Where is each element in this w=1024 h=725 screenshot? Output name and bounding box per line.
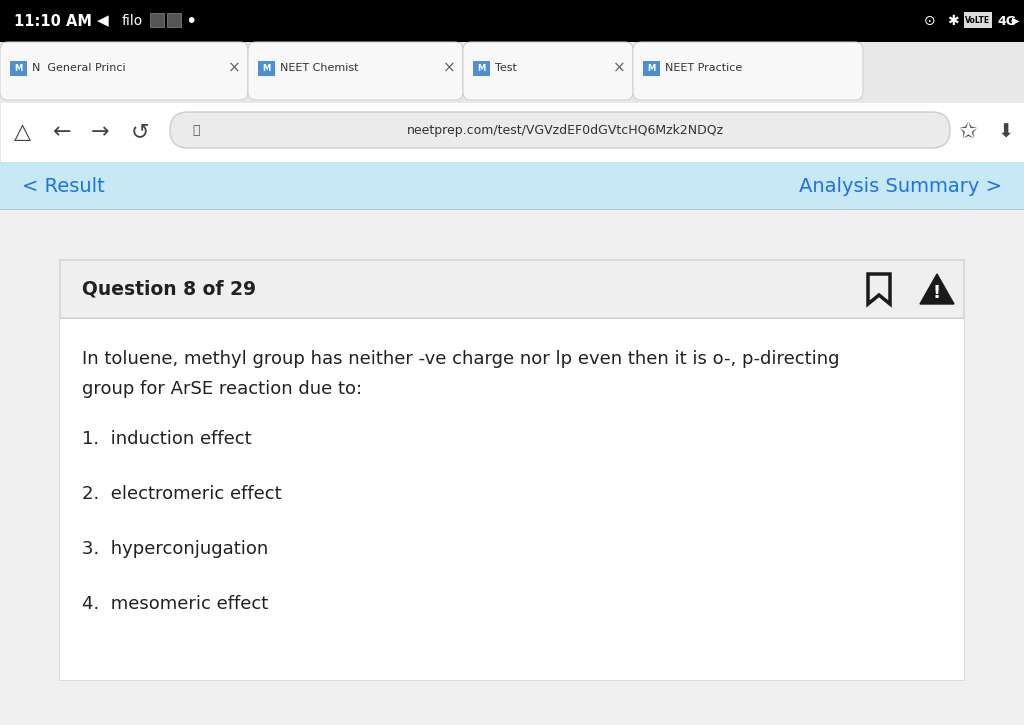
FancyBboxPatch shape <box>10 61 26 75</box>
Text: VoLTE: VoLTE <box>966 15 990 25</box>
Text: 11:10 AM: 11:10 AM <box>14 14 92 28</box>
FancyBboxPatch shape <box>0 42 1024 102</box>
Text: 3.  hyperconjugation: 3. hyperconjugation <box>82 540 268 558</box>
FancyBboxPatch shape <box>248 42 463 100</box>
FancyBboxPatch shape <box>0 42 248 100</box>
FancyBboxPatch shape <box>60 260 964 318</box>
Text: 4G: 4G <box>997 14 1016 28</box>
Text: ×: × <box>612 60 626 75</box>
Text: group for ArSE reaction due to:: group for ArSE reaction due to: <box>82 380 362 398</box>
FancyBboxPatch shape <box>643 61 659 75</box>
Text: M: M <box>14 64 23 72</box>
Text: filo: filo <box>122 14 143 28</box>
Text: !: ! <box>933 283 941 302</box>
FancyBboxPatch shape <box>0 162 1024 725</box>
Text: In toluene, methyl group has neither -ve charge nor lp even then it is o-, p-dir: In toluene, methyl group has neither -ve… <box>82 350 840 368</box>
Text: neetprep.com/test/VGVzdEF0dGVtcHQ6Mzk2NDQz: neetprep.com/test/VGVzdEF0dGVtcHQ6Mzk2ND… <box>407 123 724 136</box>
Text: < Result: < Result <box>22 176 104 196</box>
Text: M: M <box>477 64 485 72</box>
Text: NEET Practice: NEET Practice <box>665 63 742 73</box>
Text: Test: Test <box>495 63 517 73</box>
Text: →: → <box>91 122 110 142</box>
Text: ×: × <box>227 60 241 75</box>
FancyBboxPatch shape <box>463 42 633 100</box>
Text: 2.  electromeric effect: 2. electromeric effect <box>82 485 282 503</box>
FancyBboxPatch shape <box>0 0 1024 42</box>
FancyBboxPatch shape <box>170 112 950 148</box>
Text: ←: ← <box>52 122 72 142</box>
Text: ×: × <box>442 60 456 75</box>
Text: NEET Chemist: NEET Chemist <box>280 63 358 73</box>
Polygon shape <box>920 274 954 304</box>
FancyBboxPatch shape <box>0 162 1024 210</box>
FancyBboxPatch shape <box>473 61 489 75</box>
FancyBboxPatch shape <box>150 13 164 27</box>
Text: •: • <box>185 12 197 30</box>
Text: ▶: ▶ <box>1013 16 1020 26</box>
Text: △: △ <box>13 122 31 142</box>
Text: M: M <box>262 64 270 72</box>
FancyBboxPatch shape <box>60 260 964 680</box>
FancyBboxPatch shape <box>0 209 1024 210</box>
FancyBboxPatch shape <box>167 13 181 27</box>
Text: ⊙: ⊙ <box>925 14 936 28</box>
Text: Question 8 of 29: Question 8 of 29 <box>82 280 256 299</box>
Text: ✩: ✩ <box>958 122 977 142</box>
Text: ↺: ↺ <box>131 122 150 142</box>
FancyBboxPatch shape <box>258 61 274 75</box>
Text: ◀: ◀ <box>97 14 109 28</box>
Text: 1.  induction effect: 1. induction effect <box>82 430 252 448</box>
FancyBboxPatch shape <box>60 318 964 319</box>
Text: ⬇: ⬇ <box>997 123 1014 141</box>
FancyBboxPatch shape <box>964 12 992 28</box>
FancyBboxPatch shape <box>633 42 863 100</box>
FancyBboxPatch shape <box>60 319 964 680</box>
Text: N  General Princi: N General Princi <box>32 63 126 73</box>
Text: 4.  mesomeric effect: 4. mesomeric effect <box>82 595 268 613</box>
FancyBboxPatch shape <box>0 102 1024 162</box>
Text: Analysis Summary >: Analysis Summary > <box>799 176 1002 196</box>
Text: ✱: ✱ <box>947 14 958 28</box>
Text: M: M <box>647 64 655 72</box>
FancyBboxPatch shape <box>0 210 1024 260</box>
Text: 🔒: 🔒 <box>193 123 200 136</box>
